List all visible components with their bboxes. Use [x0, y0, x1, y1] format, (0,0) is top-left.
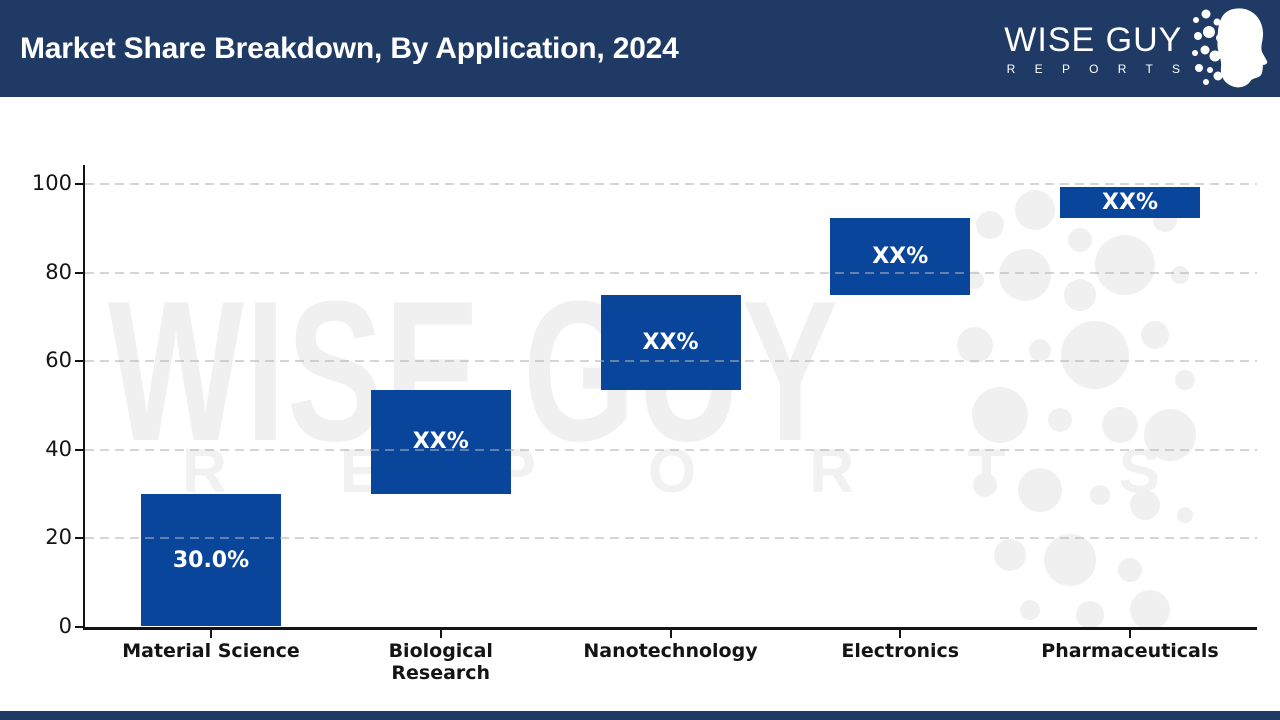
x-tick-mark [210, 629, 212, 638]
y-tick-mark [75, 183, 83, 186]
logo-text: WISE GUY R E P O R T S [999, 20, 1188, 76]
y-tick-label: 40 [45, 436, 72, 461]
x-tick-mark [899, 629, 902, 638]
y-tick-label: 0 [58, 613, 72, 638]
bar-value-label: XX% [872, 243, 929, 269]
bar-value-label: XX% [1102, 189, 1158, 215]
y-axis-line [83, 165, 85, 629]
chart-title: Market Share Breakdown, By Application, … [20, 31, 679, 65]
logo-subtext: R E P O R T S [1006, 62, 1188, 76]
bar-value-label: XX% [642, 329, 699, 355]
logo-wordmark: WISE GUY [1004, 21, 1183, 59]
bar-biological-research: XX% [370, 389, 511, 494]
gridline [85, 183, 1257, 186]
bar-value-label: XX% [412, 429, 469, 455]
y-tick-mark [75, 537, 83, 540]
x-axis-line [83, 627, 1257, 630]
gridline [85, 360, 1257, 363]
header-band: Market Share Breakdown, By Application, … [0, 0, 1280, 97]
x-tick-mark [439, 629, 442, 638]
wiseguy-logo: WISE GUY R E P O R T S [999, 6, 1268, 90]
y-tick-mark [75, 271, 83, 274]
gridline [85, 448, 1257, 451]
x-tick-label: Biological Research [388, 639, 493, 684]
x-tick-mark [669, 629, 672, 638]
bar-pharmaceuticals: XX% [1060, 186, 1200, 218]
y-tick-label: 60 [45, 348, 72, 373]
x-tick-label: Pharmaceuticals [1041, 639, 1219, 662]
x-tick-label: Nanotechnology [583, 639, 758, 662]
y-tick-mark [75, 448, 83, 451]
watermark-face-dots-icon [957, 190, 1196, 630]
gridline [85, 271, 1257, 274]
watermark-subtext: R E P O R T S [182, 437, 1208, 506]
x-tick-label: Material Science [122, 639, 300, 662]
y-tick-label: 20 [45, 525, 72, 550]
x-tick-label: Electronics [841, 639, 960, 662]
y-tick-mark [75, 360, 83, 363]
y-tick-label: 100 [31, 171, 72, 196]
x-tick-mark [1129, 629, 1131, 638]
bar-material-science: 30.0% [141, 493, 281, 627]
bar-nanotechnology: XX% [600, 294, 741, 390]
bar-value-label: 30.0% [172, 547, 250, 573]
gridline [85, 537, 1257, 540]
y-tick-label: 80 [45, 259, 72, 284]
bar-electronics: XX% [830, 217, 971, 295]
footer-band [0, 711, 1280, 720]
y-tick-mark [75, 625, 83, 628]
logo-face-icon [1192, 8, 1268, 88]
